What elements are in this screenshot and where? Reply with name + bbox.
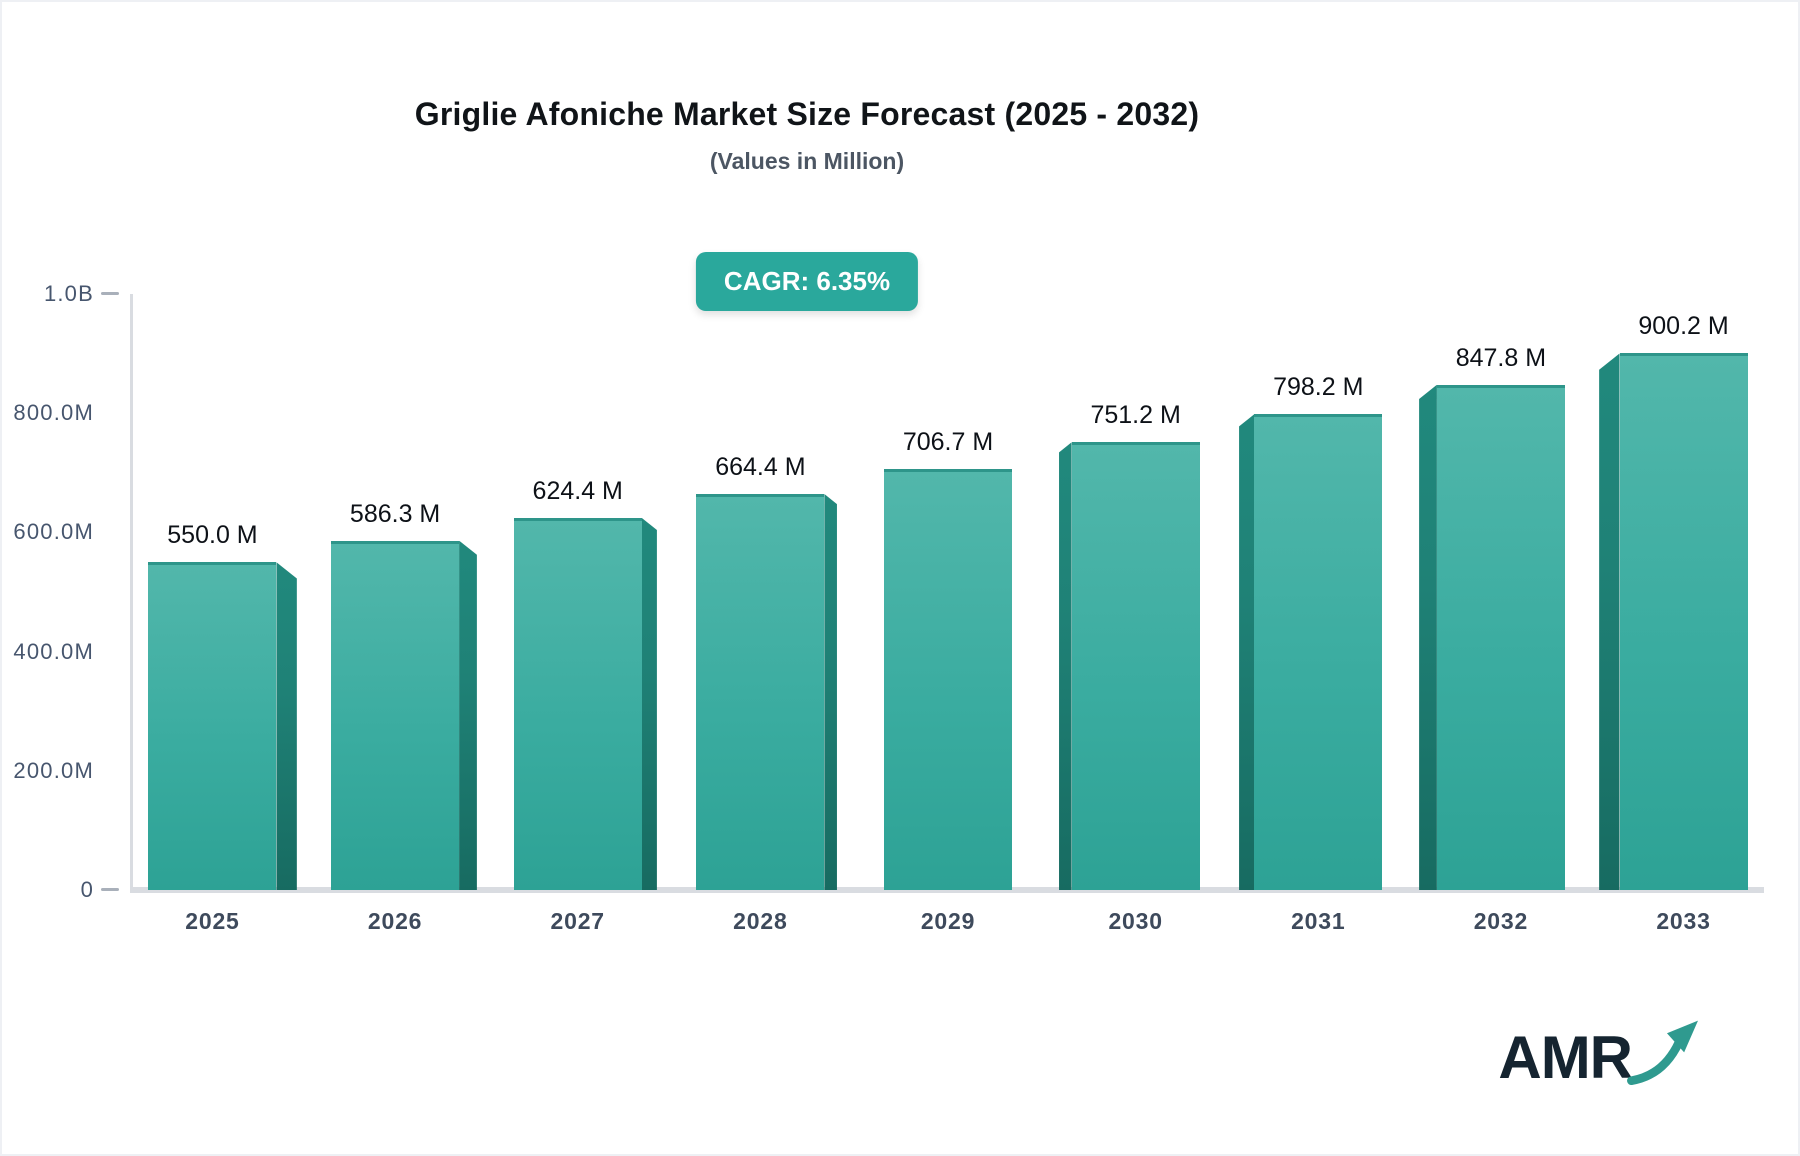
x-axis-label-2025: 2025 <box>185 908 240 934</box>
bar-side-2031 <box>1239 414 1255 890</box>
bar-value-label-2027: 624.4 M <box>532 476 623 505</box>
bar-2028 <box>696 494 825 890</box>
x-axis-label-2033: 2033 <box>1656 908 1711 934</box>
bar-side-2033 <box>1599 353 1620 890</box>
bar-2031 <box>1254 414 1383 890</box>
bar-2033 <box>1619 353 1748 890</box>
y-tick-label: 1.0B <box>43 281 94 306</box>
bar-value-label-2026: 586.3 M <box>349 499 441 528</box>
bar-side-2028 <box>824 494 837 890</box>
y-tick-label: 200.0M <box>13 757 94 783</box>
bar-value-label-2025: 550.0 M <box>167 521 258 550</box>
x-axis-line <box>130 887 1764 893</box>
bar-2029 <box>884 468 1012 890</box>
bar-value-label-2031: 798.2 M <box>1273 373 1364 402</box>
x-axis-label-2030: 2030 <box>1108 908 1163 934</box>
bar-2032 <box>1436 384 1565 890</box>
x-axis-label-2029: 2029 <box>920 908 976 934</box>
y-tick-label: 400.0M <box>13 638 94 664</box>
bar-value-label-2032: 847.8 M <box>1455 343 1547 372</box>
growth-arrow-icon <box>1627 1020 1698 1086</box>
bar-value-label-2028: 664.4 M <box>715 453 806 482</box>
bar-value-label-2029: 706.7 M <box>902 427 994 456</box>
y-tick-label: 800.0M <box>13 400 94 426</box>
cagr-badge: CAGR: 6.35% <box>695 252 919 311</box>
y-tick-label: 0 <box>80 877 94 902</box>
brand-logo-text: AMR <box>1498 1024 1633 1091</box>
bar-side-2027 <box>641 517 657 890</box>
y-tick-mark <box>101 888 119 891</box>
bar-2027 <box>513 517 642 890</box>
x-axis-label-2027: 2027 <box>550 908 605 934</box>
y-axis-line <box>130 294 133 893</box>
bar-2030 <box>1071 442 1200 890</box>
chart-subtitle: (Values in Million) <box>709 148 905 174</box>
bar-side-2025 <box>276 562 297 890</box>
bar-side-2032 <box>1419 384 1437 890</box>
chart-header: Griglie Afoniche Market Size Forecast (2… <box>2 94 1612 175</box>
x-axis-label-2028: 2028 <box>733 908 788 934</box>
bar-2026 <box>331 540 460 890</box>
x-axis-label-2032: 2032 <box>1473 908 1529 934</box>
x-axis-label-2026: 2026 <box>367 908 423 934</box>
bar-value-label-2030: 751.2 M <box>1090 401 1181 430</box>
chart-title: Griglie Afoniche Market Size Forecast (2… <box>414 96 1200 132</box>
brand-logo: AMR <box>1498 1020 1708 1088</box>
bar-2025 <box>148 562 277 890</box>
bar-side-2026 <box>459 540 477 890</box>
x-axis-label-2031: 2031 <box>1291 908 1346 934</box>
bar-side-2030 <box>1059 442 1072 890</box>
y-tick-label: 600.0M <box>13 519 94 545</box>
y-tick-mark <box>101 292 119 295</box>
bar-value-label-2033: 900.2 M <box>1638 312 1729 341</box>
